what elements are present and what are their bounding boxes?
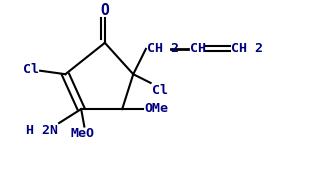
Text: OMe: OMe: [144, 102, 168, 115]
Text: CH 2: CH 2: [231, 42, 263, 55]
Text: CH: CH: [190, 42, 206, 55]
Text: Cl: Cl: [23, 63, 39, 76]
Text: H 2N: H 2N: [25, 124, 57, 137]
Text: CH 2: CH 2: [147, 42, 179, 55]
Text: O: O: [100, 3, 109, 18]
Text: Cl: Cl: [152, 84, 168, 97]
Text: MeO: MeO: [71, 127, 95, 140]
